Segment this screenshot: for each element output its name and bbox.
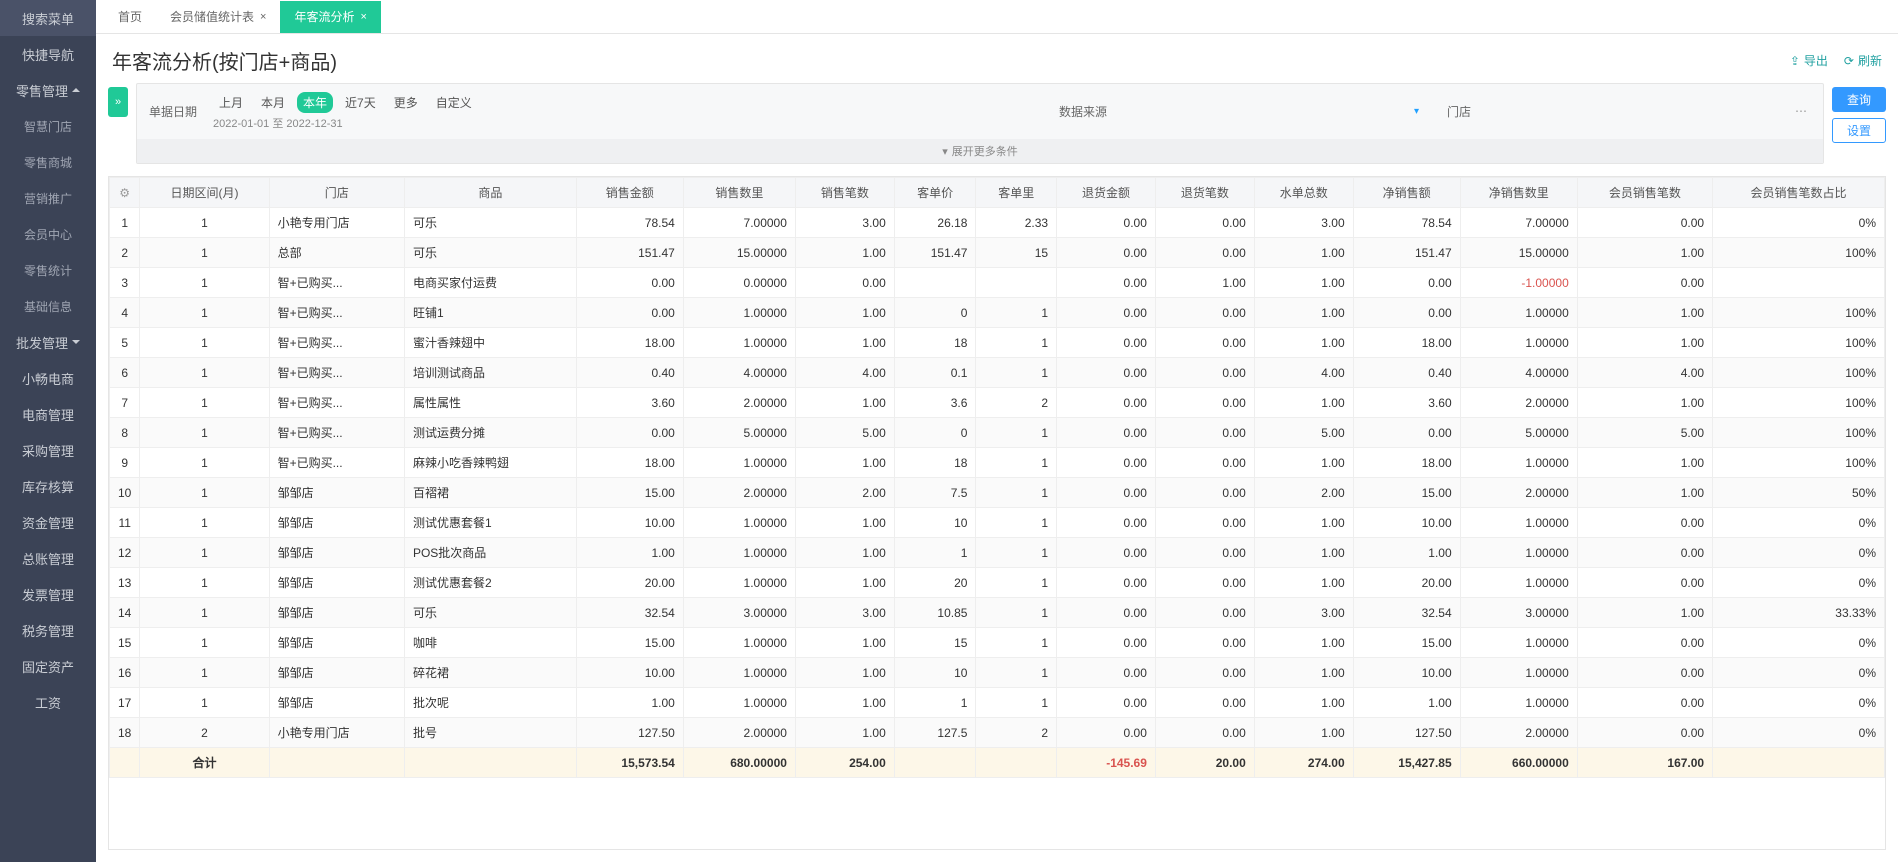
sidebar-item-电商管理[interactable]: 电商管理: [0, 396, 96, 432]
table-row[interactable]: 81智+已购买...测试运费分摊0.005.000005.00010.000.0…: [110, 418, 1885, 448]
table-row[interactable]: 51智+已购买...蜜汁香辣翅中18.001.000001.001810.000…: [110, 328, 1885, 358]
table-row[interactable]: 171邹邹店批次呢1.001.000001.00110.000.001.001.…: [110, 688, 1885, 718]
tab-首页[interactable]: 首页: [104, 1, 156, 33]
tab-年客流分析[interactable]: 年客流分析×: [280, 1, 380, 33]
table-row[interactable]: 71智+已购买...属性属性3.602.000001.003.620.000.0…: [110, 388, 1885, 418]
date-filter-label: 单据日期: [149, 103, 205, 120]
col-avg_price: 客单价: [894, 178, 976, 208]
sidebar-item-小畅电商[interactable]: 小畅电商: [0, 360, 96, 396]
more-icon: ⋯: [1795, 104, 1807, 118]
source-select[interactable]: ▾: [1123, 111, 1423, 112]
col-product: 商品: [404, 178, 576, 208]
sidebar-item-发票管理[interactable]: 发票管理: [0, 576, 96, 612]
export-icon: ⇪: [1790, 54, 1800, 68]
table-row[interactable]: 91智+已购买...麻辣小吃香辣鸭翅18.001.000001.001810.0…: [110, 448, 1885, 478]
close-icon[interactable]: ×: [260, 11, 266, 23]
table-row[interactable]: 121邹邹店POS批次商品1.001.000001.00110.000.001.…: [110, 538, 1885, 568]
sidebar-item-营销推广[interactable]: 营销推广: [0, 180, 96, 216]
sidebar-item-工资[interactable]: 工资: [0, 684, 96, 720]
col-gear: ⚙: [110, 178, 140, 208]
total-row: 合计15,573.54680.00000254.00-145.6920.0027…: [110, 748, 1885, 778]
date-pill-本年[interactable]: 本年: [297, 92, 333, 113]
col-return_amt: 退货金额: [1057, 178, 1156, 208]
expand-conditions-button[interactable]: 展开更多条件: [137, 139, 1823, 163]
source-filter-label: 数据来源: [1059, 103, 1115, 120]
store-select[interactable]: ⋯: [1511, 111, 1811, 112]
col-net_qty: 净销售数里: [1460, 178, 1577, 208]
date-pill-更多[interactable]: 更多: [388, 92, 424, 113]
sidebar-item-税务管理[interactable]: 税务管理: [0, 612, 96, 648]
sidebar-item-零售商城[interactable]: 零售商城: [0, 144, 96, 180]
col-member_cnt: 会员销售笔数: [1577, 178, 1712, 208]
sidebar-item-资金管理[interactable]: 资金管理: [0, 504, 96, 540]
table-row[interactable]: 161邹邹店碎花裙10.001.000001.001010.000.001.00…: [110, 658, 1885, 688]
table-row[interactable]: 31智+已购买...电商买家付运费0.000.000000.000.001.00…: [110, 268, 1885, 298]
table-row[interactable]: 141邹邹店可乐32.543.000003.0010.8510.000.003.…: [110, 598, 1885, 628]
sidebar-item-零售统计[interactable]: 零售统计: [0, 252, 96, 288]
date-pill-近7天[interactable]: 近7天: [339, 92, 382, 113]
col-avg_qty: 客单里: [976, 178, 1057, 208]
date-pill-上月[interactable]: 上月: [213, 92, 249, 113]
col-sales_qty: 销售数里: [683, 178, 795, 208]
table-row[interactable]: 21总部可乐151.4715.000001.00151.47150.000.00…: [110, 238, 1885, 268]
tabs-bar: 首页会员储值统计表×年客流分析×: [96, 0, 1898, 34]
collapse-filter-button[interactable]: »: [108, 87, 128, 117]
date-range-text: 2022-01-01 至 2022-12-31: [213, 115, 478, 131]
date-pill-自定义[interactable]: 自定义: [430, 92, 478, 113]
sidebar-item-会员中心[interactable]: 会员中心: [0, 216, 96, 252]
sidebar-item-快捷导航[interactable]: 快捷导航: [0, 36, 96, 72]
sidebar-item-零售管理[interactable]: 零售管理: [0, 72, 96, 108]
data-table-wrap: ⚙日期区间(月)门店商品销售金额销售数里销售笔数客单价客单里退货金额退货笔数水单…: [108, 176, 1886, 850]
settings-button[interactable]: 设置: [1832, 118, 1886, 143]
table-row[interactable]: 61智+已购买...培训测试商品0.404.000004.000.110.000…: [110, 358, 1885, 388]
sidebar: 搜索菜单快捷导航零售管理智慧门店零售商城营销推广会员中心零售统计基础信息批发管理…: [0, 0, 96, 862]
refresh-label: 刷新: [1858, 52, 1882, 69]
table-row[interactable]: 151邹邹店咖啡15.001.000001.001510.000.001.001…: [110, 628, 1885, 658]
sidebar-item-总账管理[interactable]: 总账管理: [0, 540, 96, 576]
table-row[interactable]: 111邹邹店测试优惠套餐110.001.000001.001010.000.00…: [110, 508, 1885, 538]
store-filter-label: 门店: [1447, 103, 1503, 120]
export-button[interactable]: ⇪ 导出: [1790, 52, 1828, 69]
table-row[interactable]: 182小艳专用门店批号127.502.000001.00127.520.000.…: [110, 718, 1885, 748]
date-pill-本月[interactable]: 本月: [255, 92, 291, 113]
page-title: 年客流分析(按门店+商品): [112, 46, 337, 75]
col-sales_cnt: 销售笔数: [795, 178, 894, 208]
col-return_cnt: 退货笔数: [1155, 178, 1254, 208]
sidebar-item-固定资产[interactable]: 固定资产: [0, 648, 96, 684]
table-row[interactable]: 131邹邹店测试优惠套餐220.001.000001.002010.000.00…: [110, 568, 1885, 598]
col-sales_amt: 销售金额: [576, 178, 683, 208]
refresh-icon: ⟳: [1844, 54, 1854, 68]
table-row[interactable]: 101邹邹店百褶裙15.002.000002.007.510.000.002.0…: [110, 478, 1885, 508]
sidebar-item-库存核算[interactable]: 库存核算: [0, 468, 96, 504]
query-button[interactable]: 查询: [1832, 87, 1886, 112]
table-row[interactable]: 41智+已购买...旺铺10.001.000001.00010.000.001.…: [110, 298, 1885, 328]
close-icon[interactable]: ×: [360, 11, 366, 23]
export-label: 导出: [1804, 52, 1828, 69]
sidebar-item-批发管理[interactable]: 批发管理: [0, 324, 96, 360]
col-member_pct: 会员销售笔数占比: [1713, 178, 1885, 208]
data-table: ⚙日期区间(月)门店商品销售金额销售数里销售笔数客单价客单里退货金额退货笔数水单…: [109, 177, 1885, 778]
col-receipts: 水单总数: [1254, 178, 1353, 208]
sidebar-item-智慧门店[interactable]: 智慧门店: [0, 108, 96, 144]
sidebar-item-采购管理[interactable]: 采购管理: [0, 432, 96, 468]
sidebar-item-搜索菜单[interactable]: 搜索菜单: [0, 0, 96, 36]
chevron-down-icon: ▾: [1414, 106, 1419, 117]
sidebar-item-基础信息[interactable]: 基础信息: [0, 288, 96, 324]
refresh-button[interactable]: ⟳ 刷新: [1844, 52, 1882, 69]
col-month: 日期区间(月): [140, 178, 269, 208]
col-net_amt: 净销售额: [1353, 178, 1460, 208]
col-store: 门店: [269, 178, 404, 208]
table-row[interactable]: 11小艳专用门店可乐78.547.000003.0026.182.330.000…: [110, 208, 1885, 238]
tab-会员储值统计表[interactable]: 会员储值统计表×: [156, 1, 280, 33]
